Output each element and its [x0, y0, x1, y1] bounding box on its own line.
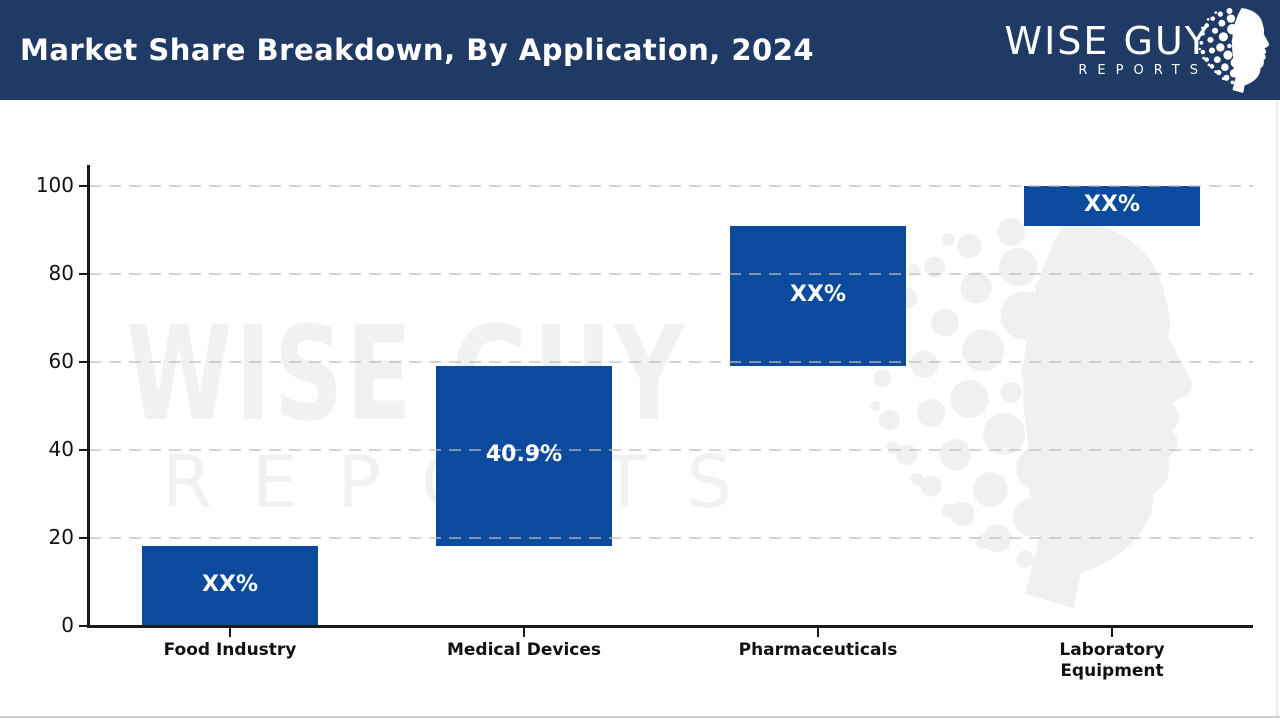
bar-laboratory-equipment — [1024, 186, 1200, 227]
y-tick-label: 40 — [48, 437, 74, 461]
category-label-pharmaceuticals: Pharmaceuticals — [738, 640, 898, 660]
bar-value-label: XX% — [202, 571, 258, 597]
brand-logo-text: WISE GUY REPORTS — [1005, 22, 1210, 78]
category-label-medical-devices: Medical Devices — [446, 640, 601, 660]
category-label-laboratory-equipment: Laboratory Equipment — [1059, 640, 1165, 682]
y-tick-label: 60 — [48, 349, 74, 373]
frame-right-border — [1276, 100, 1278, 716]
x-tick-mark — [817, 628, 819, 637]
brand-name: WISE GUY — [1004, 19, 1210, 63]
y-tick-mark — [79, 537, 89, 539]
page-title: Market Share Breakdown, By Application, … — [20, 33, 815, 67]
bar-value-label: XX% — [790, 282, 846, 307]
bar-food-industry — [142, 545, 318, 626]
gridline — [89, 273, 1253, 275]
x-tick-mark — [523, 628, 525, 637]
y-tick-label: 100 — [35, 173, 74, 197]
y-tick-label: 80 — [48, 261, 74, 285]
y-axis-line — [87, 165, 90, 628]
brand-subname: REPORTS — [1078, 63, 1208, 78]
y-tick-mark — [79, 273, 89, 275]
bar-medical-devices — [436, 365, 612, 546]
y-tick-label: 0 — [61, 613, 74, 637]
gridline — [89, 449, 1253, 451]
gridline — [89, 361, 1253, 363]
gridline — [89, 537, 1253, 539]
y-tick-mark — [79, 625, 89, 627]
x-tick-mark — [229, 628, 231, 637]
y-tick-mark — [79, 449, 89, 451]
gridline — [89, 185, 1253, 187]
bar-value-label: XX% — [1084, 192, 1140, 218]
x-axis-line — [87, 625, 1253, 628]
y-tick-label: 20 — [48, 525, 74, 549]
watermark-head-icon — [866, 218, 1193, 608]
brand-logo: WISE GUY REPORTS — [1005, 4, 1272, 96]
category-label-food-industry: Food Industry — [163, 640, 297, 660]
bar-pharmaceuticals — [730, 226, 906, 366]
x-tick-mark — [1111, 628, 1113, 637]
y-tick-mark — [79, 361, 89, 363]
frame-bottom-border — [0, 716, 1280, 718]
bar-value-label: 40.9% — [485, 441, 563, 467]
chart-area: WISE GUY REPORTS XX%40.9%XX%XX%020406080… — [0, 100, 1280, 716]
header-banner: Market Share Breakdown, By Application, … — [0, 0, 1280, 100]
y-tick-mark — [79, 185, 89, 187]
